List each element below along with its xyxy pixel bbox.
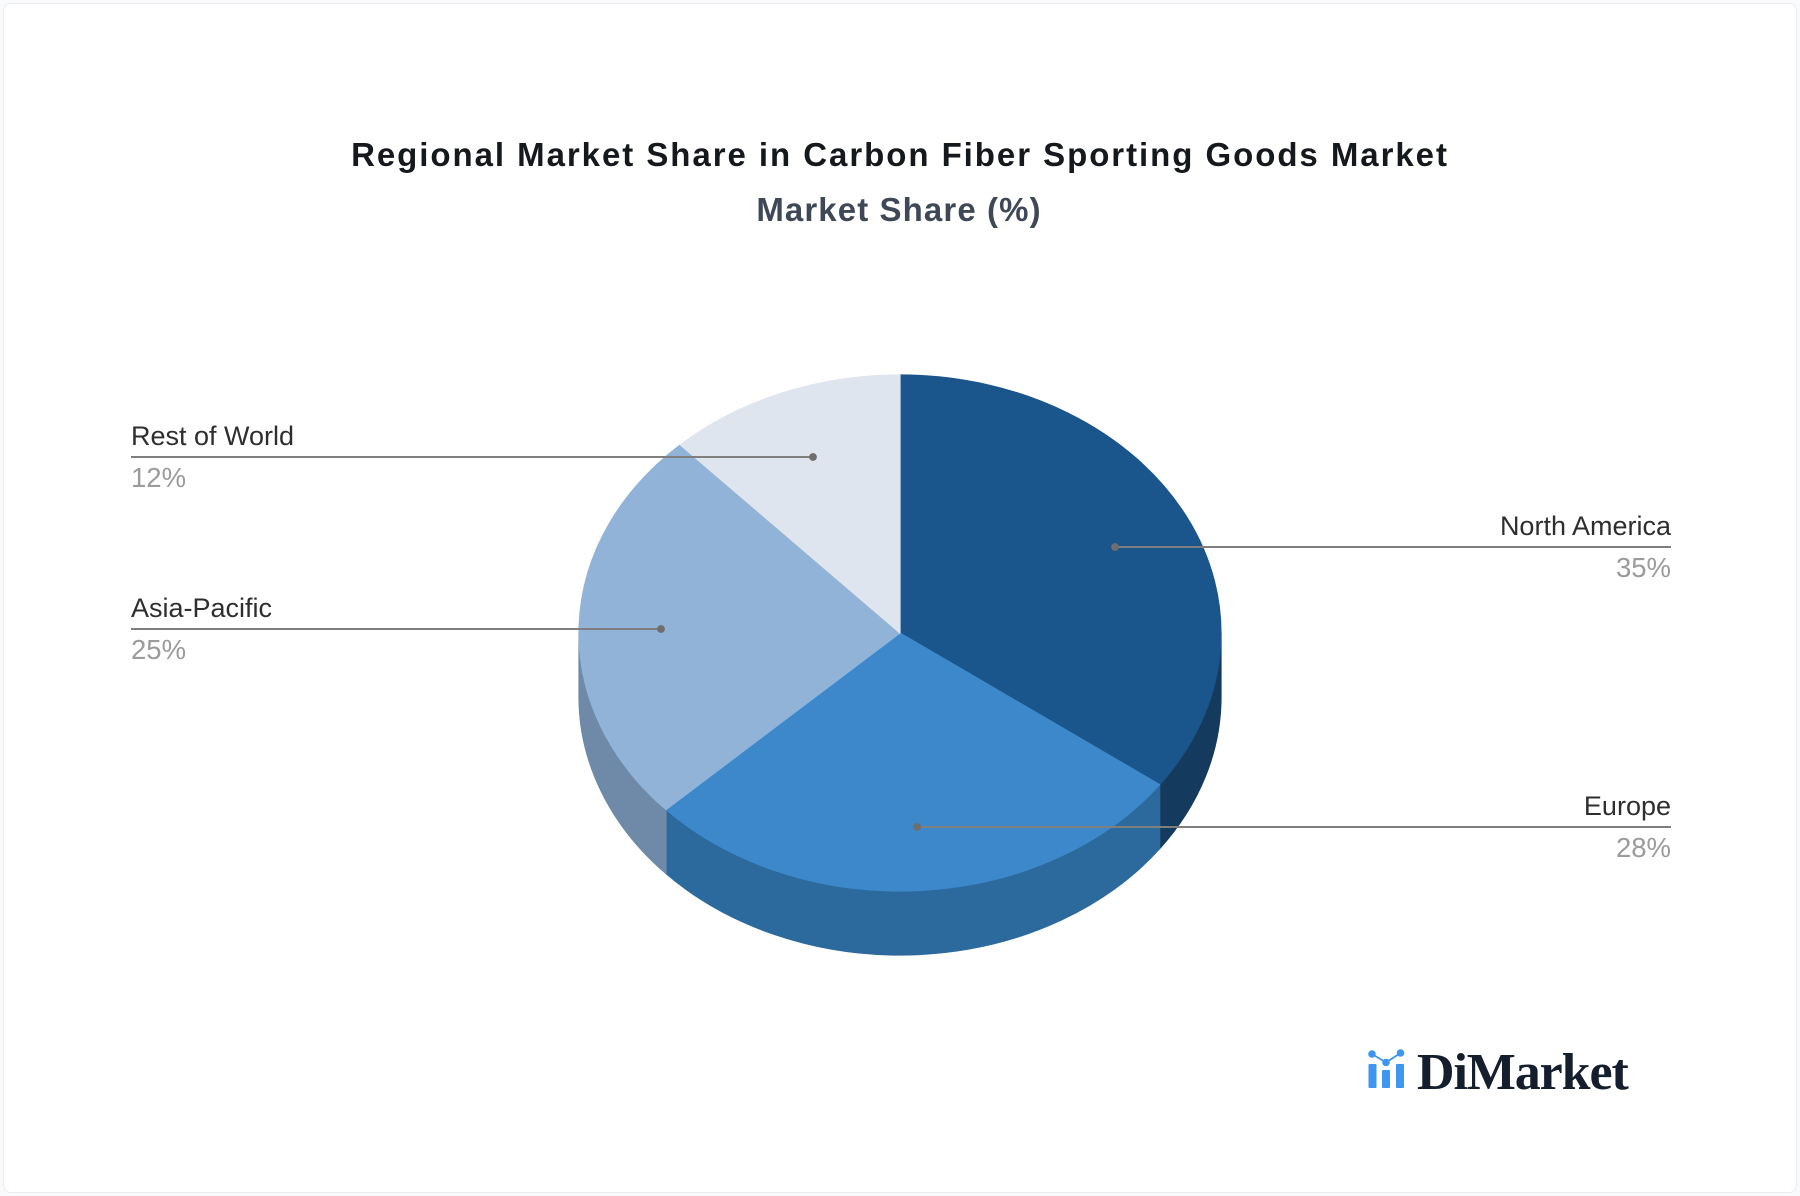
svg-text:28%: 28% (1616, 832, 1671, 863)
svg-text:DiMarket: DiMarket (1417, 1044, 1629, 1101)
svg-text:Asia-Pacific: Asia-Pacific (131, 593, 272, 623)
svg-text:Europe: Europe (1584, 791, 1671, 821)
svg-text:35%: 35% (1616, 552, 1671, 583)
svg-text:25%: 25% (131, 634, 186, 665)
svg-text:12%: 12% (131, 462, 186, 493)
svg-text:North America: North America (1500, 511, 1672, 541)
svg-text:Rest of World: Rest of World (131, 421, 294, 451)
